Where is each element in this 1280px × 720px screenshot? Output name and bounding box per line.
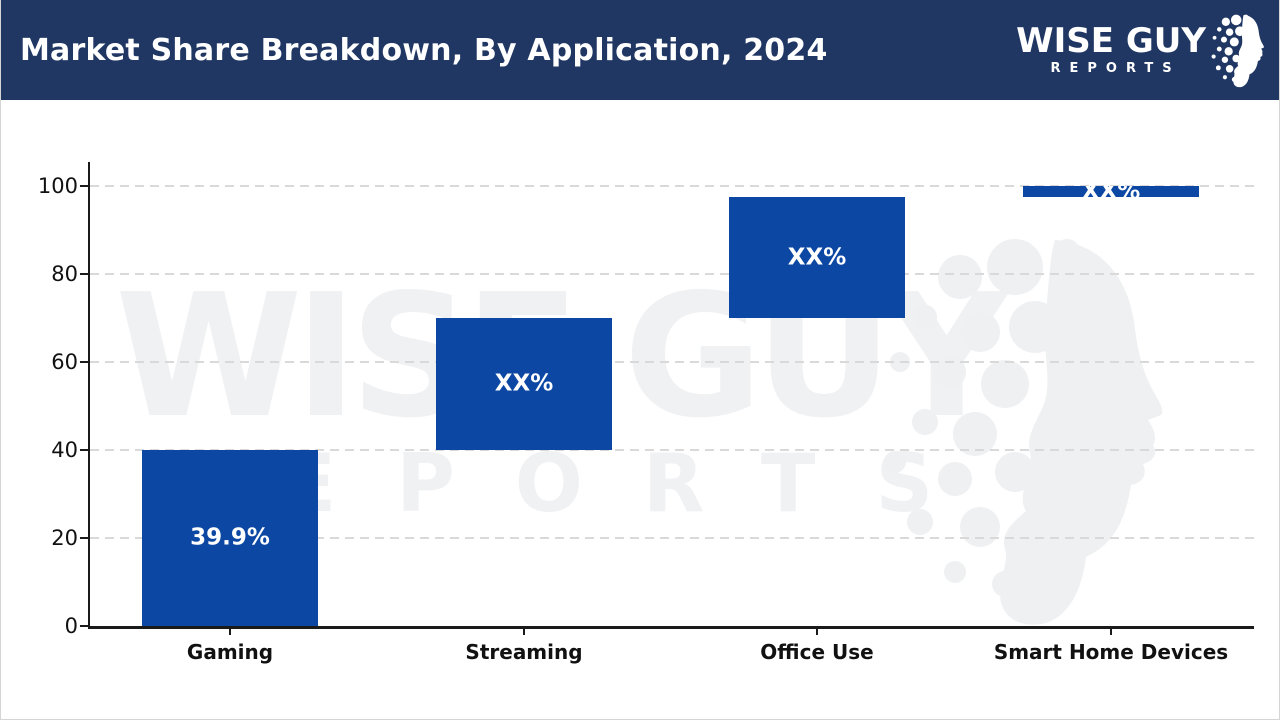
x-tick-mark-smart-home-devices [1110,629,1112,635]
y-tick-label-20: 20 [51,526,78,550]
y-tick-mark-0 [80,625,88,627]
bar-office-use: XX% [729,197,905,319]
gridline-60 [90,361,1256,363]
bar-gaming: 39.9% [142,450,318,626]
x-tick-mark-office-use [816,629,818,635]
header-bar: Market Share Breakdown, By Application, … [0,0,1280,100]
x-axis-label-gaming: Gaming [186,640,274,664]
x-axis-spine [88,626,1254,629]
y-tick-mark-40 [80,449,88,451]
y-tick-label-60: 60 [51,350,78,374]
bar-value-label-office-use: XX% [787,244,847,271]
bar-streaming: XX% [436,318,612,451]
brand-name-label: WISE GUY [1016,20,1206,61]
gridline-100 [90,185,1256,187]
y-tick-mark-100 [80,185,88,187]
y-tick-mark-60 [80,361,88,363]
brand-head-icon [1211,14,1264,88]
y-tick-label-100: 100 [37,174,78,198]
y-tick-mark-20 [80,537,88,539]
x-axis-label-office-use: Office Use [760,640,874,664]
x-axis-label-streaming: Streaming [465,640,583,664]
brand-reports-label: REPORTS [1050,61,1181,77]
y-tick-label-80: 80 [51,262,78,286]
bar-value-label-streaming: XX% [494,370,554,397]
bar-value-label-smart-home-devices: XX% [1023,186,1199,197]
watermark-head-icon [884,239,1163,625]
bar-smart-home-devices: XX% [1023,186,1199,197]
y-tick-mark-80 [80,273,88,275]
brand-wordmark: WISE GUY REPORTS [1016,20,1206,77]
x-axis-label-smart-home-devices: Smart Home Devices [993,640,1229,664]
x-tick-mark-gaming [229,629,231,635]
bar-value-label-gaming: 39.9% [190,524,270,551]
x-tick-mark-streaming [523,629,525,635]
page-title: Market Share Breakdown, By Application, … [20,32,828,68]
gridline-20 [90,537,1256,539]
gridline-40 [90,449,1256,451]
y-axis-spine [88,162,90,629]
y-tick-label-0: 0 [64,614,78,638]
brand-logo: WISE GUY REPORTS [1016,5,1270,95]
y-tick-label-40: 40 [51,438,78,462]
gridline-80 [90,273,1256,275]
